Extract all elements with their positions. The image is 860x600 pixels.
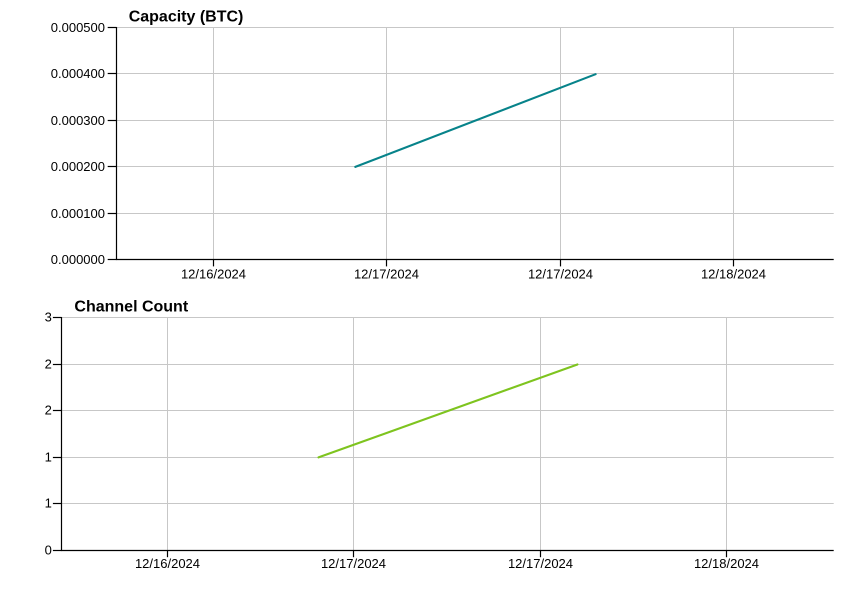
svg-text:2: 2: [45, 357, 52, 372]
svg-text:12/16/2024: 12/16/2024: [181, 267, 246, 282]
svg-text:12/17/2024: 12/17/2024: [321, 556, 386, 571]
svg-text:0.000000: 0.000000: [51, 252, 105, 267]
svg-text:1: 1: [45, 496, 52, 511]
svg-text:0.000500: 0.000500: [51, 20, 105, 35]
svg-text:Capacity (BTC): Capacity (BTC): [129, 8, 244, 25]
svg-text:2: 2: [45, 403, 52, 418]
svg-text:Channel Count: Channel Count: [74, 298, 188, 315]
svg-text:12/18/2024: 12/18/2024: [694, 556, 759, 571]
svg-text:12/16/2024: 12/16/2024: [135, 556, 200, 571]
svg-text:0.000100: 0.000100: [51, 206, 105, 221]
svg-text:12/18/2024: 12/18/2024: [701, 267, 766, 282]
svg-text:0.000300: 0.000300: [51, 113, 105, 128]
svg-text:12/17/2024: 12/17/2024: [528, 267, 593, 282]
svg-text:0.000400: 0.000400: [51, 66, 105, 81]
svg-text:1: 1: [45, 450, 52, 465]
svg-text:12/17/2024: 12/17/2024: [354, 267, 419, 282]
svg-text:0: 0: [45, 543, 52, 558]
svg-text:12/17/2024: 12/17/2024: [508, 556, 573, 571]
svg-text:3: 3: [45, 310, 52, 325]
svg-text:0.000200: 0.000200: [51, 159, 105, 174]
